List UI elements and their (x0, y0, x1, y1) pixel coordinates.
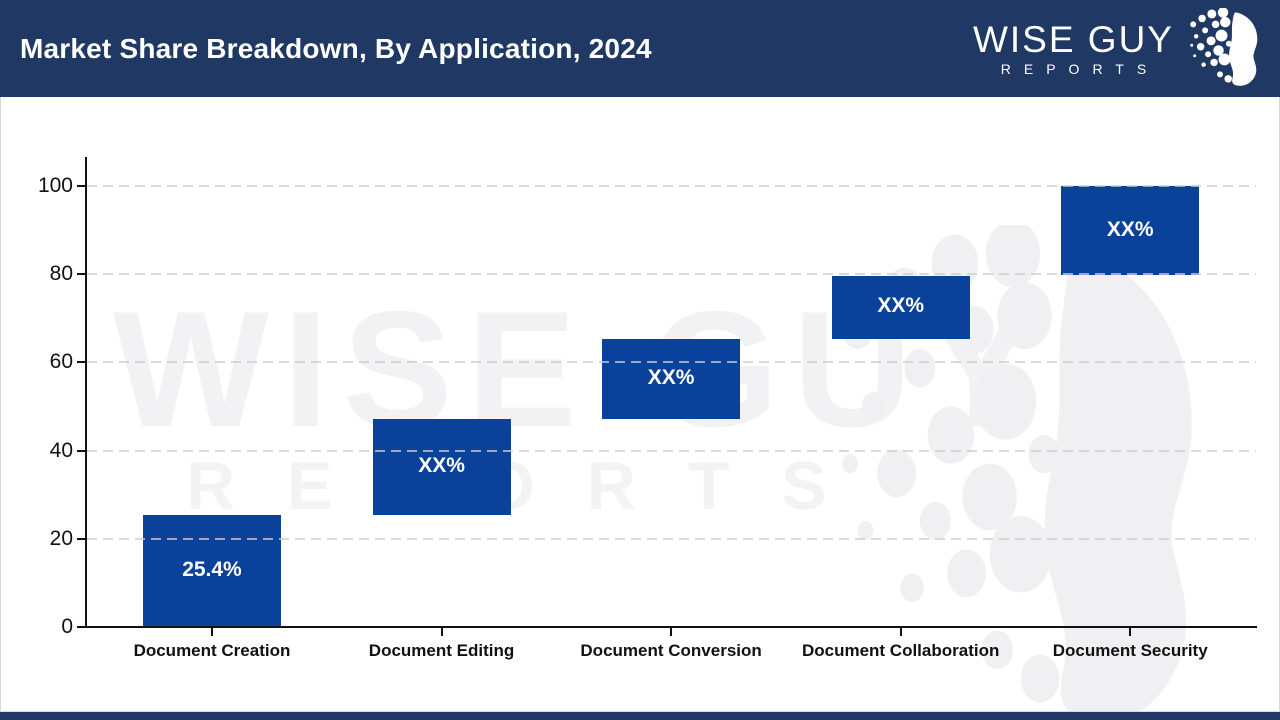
bar-value-label: XX% (647, 365, 695, 389)
gridline (87, 449, 1256, 452)
x-tick (670, 628, 673, 636)
bar-value-label: XX% (1106, 217, 1154, 241)
y-tick-label: 20 (49, 526, 73, 550)
y-tick-label: 100 (37, 174, 73, 197)
y-tick-label: 0 (61, 615, 73, 638)
x-tick (440, 628, 443, 636)
bar-segment (831, 275, 970, 340)
gridline (87, 537, 1256, 540)
x-axis (85, 626, 1257, 628)
x-category-label: Document Conversion (580, 641, 762, 660)
y-tick-label: 40 (49, 438, 73, 462)
y-tick (77, 361, 85, 364)
chart-area: WISE GUY REPORTS 0 20 40 60 80 100 25.4% Docume… (0, 97, 1280, 712)
y-tick (77, 626, 85, 628)
y-tick (77, 185, 85, 187)
y-tick (77, 273, 85, 276)
x-category-label: Document Security (1052, 641, 1208, 660)
x-category-label: Document Creation (133, 641, 291, 660)
gridline (87, 361, 1256, 364)
y-tick-label: 80 (49, 262, 73, 286)
footer-bar (0, 712, 1280, 720)
bar-value-label: XX% (877, 294, 924, 318)
x-category-label: Document Editing (368, 641, 515, 660)
brand-subname: REPORTS (1000, 60, 1160, 77)
x-tick (210, 628, 213, 636)
x-tick (1129, 628, 1132, 636)
y-tick-label: 60 (49, 350, 73, 374)
x-tick (899, 628, 902, 636)
x-category-label: Document Collaboration (801, 641, 1000, 660)
brand-logo-text: WISE GUY REPORTS (973, 21, 1174, 77)
y-axis (85, 157, 87, 628)
chart-title: Market Share Breakdown, By Application, … (20, 32, 652, 64)
y-tick (77, 449, 85, 452)
bar-value-label: XX% (418, 453, 465, 477)
gridline (87, 273, 1256, 276)
watermark-reports: REPORTS (186, 448, 879, 524)
gridline (87, 185, 1256, 187)
bar-segment (602, 339, 741, 419)
bar-segment (142, 514, 281, 627)
brand-logo: WISE GUY REPORTS (973, 7, 1280, 90)
bar-value-label: 25.4% (182, 557, 242, 581)
y-tick (77, 537, 85, 540)
header-banner: Market Share Breakdown, By Application, … (0, 0, 1280, 97)
brand-name: WISE GUY (972, 18, 1174, 60)
bar-segment (372, 418, 511, 515)
bar-segment (1061, 186, 1200, 276)
face-dots-icon (1190, 7, 1258, 86)
